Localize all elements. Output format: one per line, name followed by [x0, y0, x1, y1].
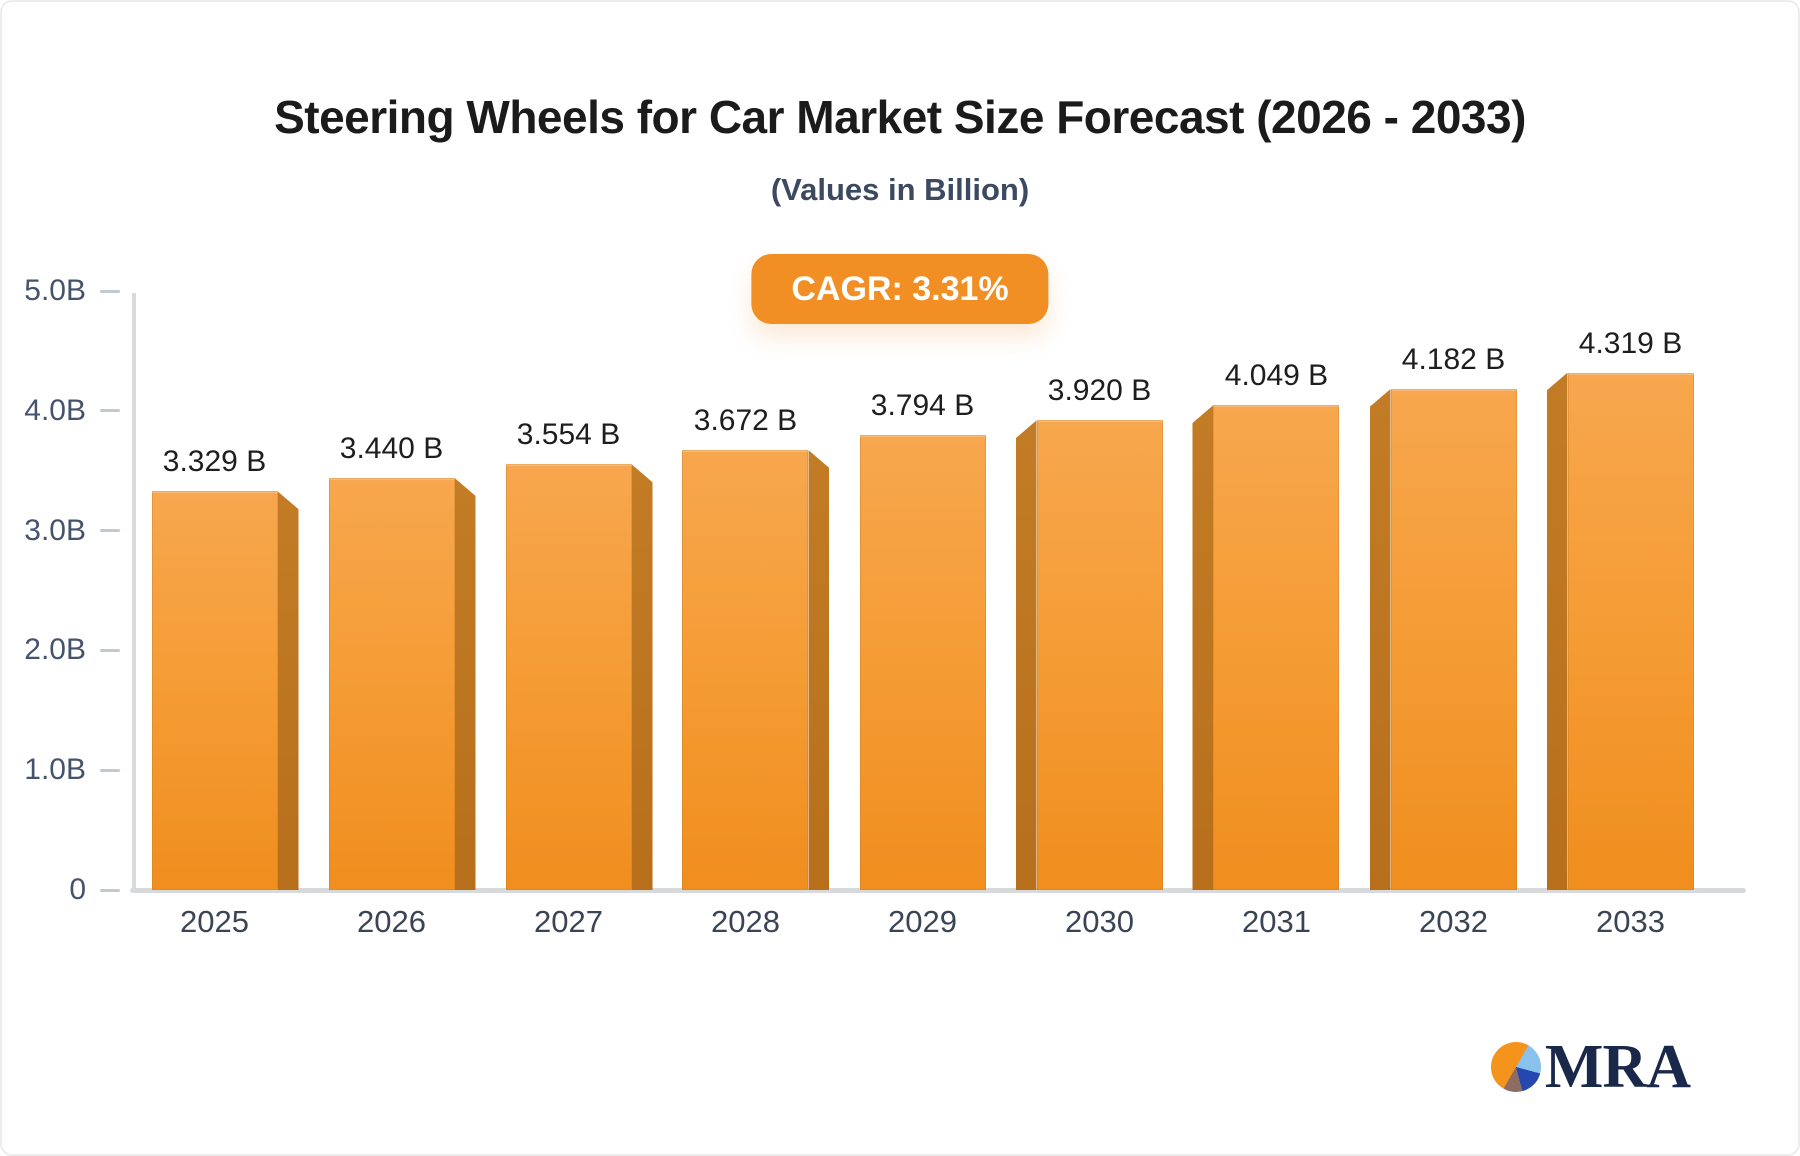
chart-subtitle: (Values in Billion) — [770, 172, 1030, 207]
mra-logo: MRA — [1490, 1033, 1691, 1101]
bar-value-label: 4.049 B — [1224, 358, 1329, 392]
bar-value-label: 4.182 B — [1401, 343, 1506, 376]
bar-side-flap — [1546, 372, 1568, 890]
bar-group: 4.319 B — [1542, 291, 1719, 890]
y-axis-tick: 1.0B — [24, 753, 120, 787]
bar-value-label: 4.319 B — [1578, 326, 1683, 360]
x-axis: 2025 2026 2027 2028 2029 2030 2031 2032 2033 — [126, 904, 1719, 944]
logo-text: MRA — [1544, 1033, 1691, 1101]
y-tick-label: 3.0B — [24, 513, 86, 547]
y-tick-label: 1.0B — [24, 753, 86, 787]
y-tick-label: 5.0B — [24, 274, 86, 307]
bar-group: 3.794 B — [834, 291, 1011, 890]
y-axis-tick: 3.0B — [24, 514, 120, 548]
y-tick-label: 4.0B — [24, 393, 86, 427]
x-axis-label: 2031 — [1242, 904, 1311, 939]
bar-side-flap — [1192, 404, 1214, 890]
x-axis-label: 2027 — [534, 904, 603, 939]
bar — [1213, 404, 1340, 890]
y-axis-tick: 0 — [69, 873, 120, 907]
x-axis-label: 2029 — [888, 904, 957, 939]
bar — [859, 435, 986, 890]
x-axis-label: 2033 — [1596, 904, 1665, 939]
y-tick-dash-icon — [100, 768, 120, 772]
bar-value-label: 3.554 B — [516, 418, 621, 452]
bar-value-label: 3.440 B — [339, 431, 444, 465]
bar-value-label: 3.920 B — [1047, 374, 1152, 408]
bar-side-flap — [1015, 420, 1037, 890]
bar-side-flap — [631, 464, 653, 890]
y-tick-dash-icon — [100, 529, 120, 533]
chart-title: Steering Wheels for Car Market Size Fore… — [274, 91, 1526, 143]
pie-chart-icon — [1490, 1042, 1541, 1092]
bar-side-flap — [454, 477, 476, 890]
y-axis-line — [132, 293, 136, 890]
y-tick-dash-icon — [100, 289, 120, 293]
x-axis-label: 2026 — [357, 904, 426, 939]
x-axis-line — [130, 888, 1746, 893]
x-axis-label: 2025 — [180, 904, 249, 939]
bar-group: 3.920 B — [1011, 291, 1188, 890]
bar — [505, 464, 632, 890]
y-axis: 5.0B 4.0B 3.0B 2.0B 1.0B 0 — [2, 274, 120, 906]
y-axis-tick: 5.0B — [24, 274, 120, 308]
bar — [1390, 389, 1517, 890]
bar — [682, 450, 809, 890]
bar-group: 4.049 B — [1188, 291, 1365, 890]
y-tick-label: 2.0B — [24, 633, 86, 667]
bar-group: 3.554 B — [480, 291, 657, 890]
bar — [328, 477, 455, 890]
bar-side-flap — [1369, 389, 1391, 890]
bar-group: 3.329 B — [126, 291, 303, 890]
plot-area: 3.329 B 3.440 B 3.554 B 3.672 B 3.794 B 3.920… — [126, 291, 1719, 890]
bar-group: 4.182 B — [1365, 291, 1542, 890]
y-tick-dash-icon — [100, 409, 120, 413]
bar — [1036, 420, 1163, 890]
y-tick-label: 0 — [69, 873, 86, 906]
bar-value-label: 3.329 B — [162, 445, 267, 479]
x-axis-label: 2032 — [1419, 904, 1488, 939]
bar-group: 3.672 B — [657, 291, 834, 890]
bar-side-flap — [808, 450, 830, 890]
bar-group: 3.440 B — [303, 291, 480, 890]
y-tick-dash-icon — [100, 648, 120, 652]
bar — [151, 491, 278, 890]
bar — [1567, 372, 1694, 890]
y-axis-tick: 2.0B — [24, 633, 120, 667]
bar-value-label: 3.672 B — [693, 404, 798, 438]
x-axis-label: 2028 — [711, 904, 780, 939]
cagr-badge: CAGR: 3.31% — [751, 254, 1049, 324]
y-tick-dash-icon — [100, 888, 120, 892]
x-axis-label: 2030 — [1065, 904, 1134, 939]
bar-value-label: 3.794 B — [870, 389, 975, 423]
bar-side-flap — [277, 491, 299, 890]
y-axis-tick: 4.0B — [24, 394, 120, 428]
